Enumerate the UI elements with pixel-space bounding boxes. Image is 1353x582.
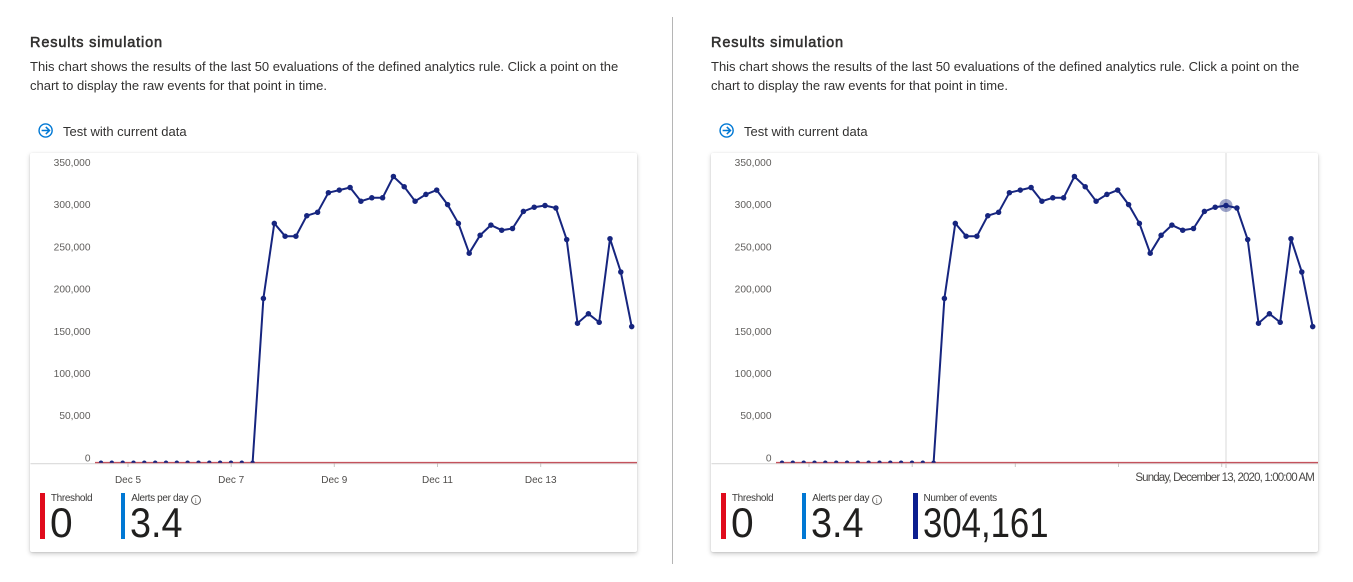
svg-text:100,000: 100,000 [735,369,772,380]
svg-text:200,000: 200,000 [54,285,91,296]
svg-text:250,000: 250,000 [735,242,772,253]
svg-text:Dec 7: Dec 7 [218,475,245,486]
svg-text:150,000: 150,000 [735,327,772,338]
svg-text:200,000: 200,000 [735,285,772,296]
svg-text:0: 0 [85,453,91,464]
svg-text:Dec 11: Dec 11 [422,475,453,486]
svg-text:0: 0 [766,453,772,464]
svg-text:300,000: 300,000 [54,200,91,211]
svg-text:300,000: 300,000 [735,200,772,211]
svg-text:150,000: 150,000 [54,327,91,338]
svg-text:Dec 5: Dec 5 [115,475,142,486]
svg-text:250,000: 250,000 [54,242,91,253]
svg-text:50,000: 50,000 [740,411,771,422]
svg-text:350,000: 350,000 [735,158,772,169]
svg-text:Dec 13: Dec 13 [525,475,557,486]
svg-text:50,000: 50,000 [59,411,90,422]
svg-text:350,000: 350,000 [54,158,91,169]
svg-text:100,000: 100,000 [54,369,91,380]
svg-text:Dec 9: Dec 9 [321,475,348,486]
